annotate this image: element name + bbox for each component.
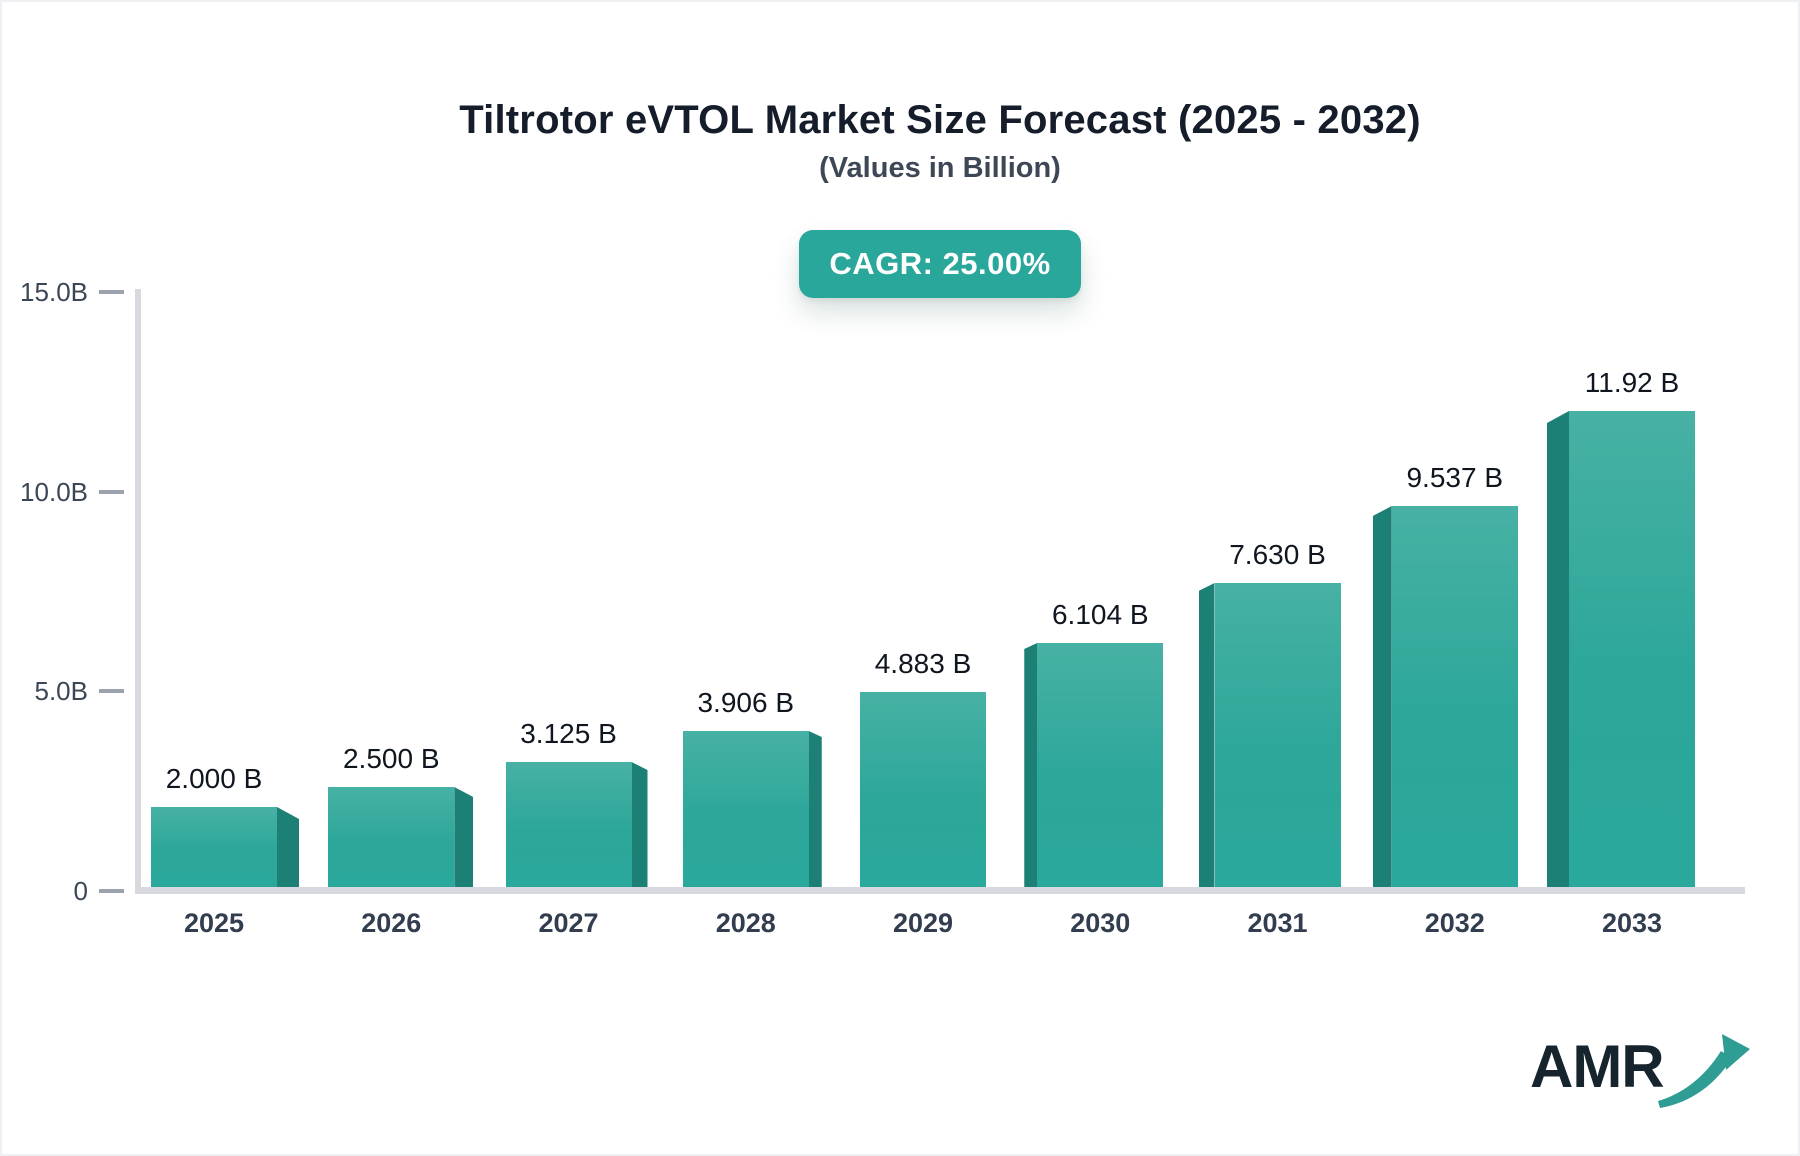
cagr-badge-wrap: CAGR: 25.00%	[132, 230, 1748, 298]
chart-subtitle: (Values in Billion)	[819, 152, 1061, 184]
y-tick-label: 0	[73, 875, 88, 906]
bar-2026[interactable]	[328, 787, 455, 887]
bar-2025[interactable]	[151, 807, 277, 887]
bar-side-2025	[277, 807, 299, 887]
bar-value-label-2032: 9.537 B	[1406, 462, 1504, 493]
x-tick-label-2027: 2027	[538, 908, 599, 938]
x-tick-label-2031: 2031	[1247, 908, 1308, 938]
x-tick-label-2030: 2030	[1070, 908, 1131, 938]
x-axis-line	[135, 887, 1745, 894]
y-tick-label: 10.0B	[20, 476, 88, 507]
bar-value-label-2031: 7.630 B	[1229, 539, 1326, 570]
bar-side-2033	[1547, 411, 1569, 887]
bar-side-2032	[1372, 506, 1392, 887]
bar-2027[interactable]	[505, 762, 632, 887]
bar-2029[interactable]	[860, 692, 986, 887]
bar-side-2026	[454, 787, 474, 887]
y-tick-mark	[99, 290, 124, 294]
bar-value-label-2025: 2.000 B	[165, 763, 263, 794]
x-tick-label-2026: 2026	[361, 908, 422, 938]
bar-side-2027	[631, 762, 648, 887]
y-tick-label: 15.0B	[20, 277, 88, 307]
bar-2030[interactable]	[1037, 643, 1164, 887]
x-tick-label-2029: 2029	[892, 908, 954, 938]
y-axis-line	[135, 289, 141, 894]
y-tick-mark	[99, 489, 124, 494]
growth-arrow-icon	[1658, 1034, 1750, 1108]
bar-2033[interactable]	[1569, 411, 1695, 887]
bar-value-label-2030: 6.104 B	[1051, 599, 1149, 630]
bar-2031[interactable]	[1214, 583, 1341, 887]
x-tick-label-2032: 2032	[1424, 908, 1485, 938]
x-tick-label-2025: 2025	[183, 908, 245, 938]
y-tick-mark	[99, 689, 124, 693]
bar-side-2028	[808, 731, 822, 887]
bar-side-2031	[1198, 583, 1215, 887]
y-tick-label: 5.0B	[34, 676, 89, 706]
bar-value-label-2027: 3.125 B	[520, 718, 617, 749]
y-tick-mark	[99, 888, 124, 893]
bar-value-label-2028: 3.906 B	[697, 687, 795, 718]
x-tick-label-2033: 2033	[1601, 908, 1663, 938]
amr-logo-text: AMR	[1530, 1033, 1665, 1100]
cagr-badge: CAGR: 25.00%	[799, 230, 1081, 298]
bar-side-2030	[1024, 643, 1038, 887]
bar-2028[interactable]	[682, 731, 809, 887]
amr-logo: AMR	[1530, 1032, 1750, 1122]
chart-title: Tiltrotor eVTOL Market Size Forecast (20…	[459, 98, 1421, 142]
bar-value-label-2026: 2.500 B	[342, 743, 440, 774]
bar-value-label-2033: 11.92 B	[1584, 367, 1680, 398]
x-tick-label-2028: 2028	[715, 908, 776, 938]
bar-2032[interactable]	[1391, 506, 1518, 887]
bar-value-label-2029: 4.883 B	[874, 648, 972, 679]
